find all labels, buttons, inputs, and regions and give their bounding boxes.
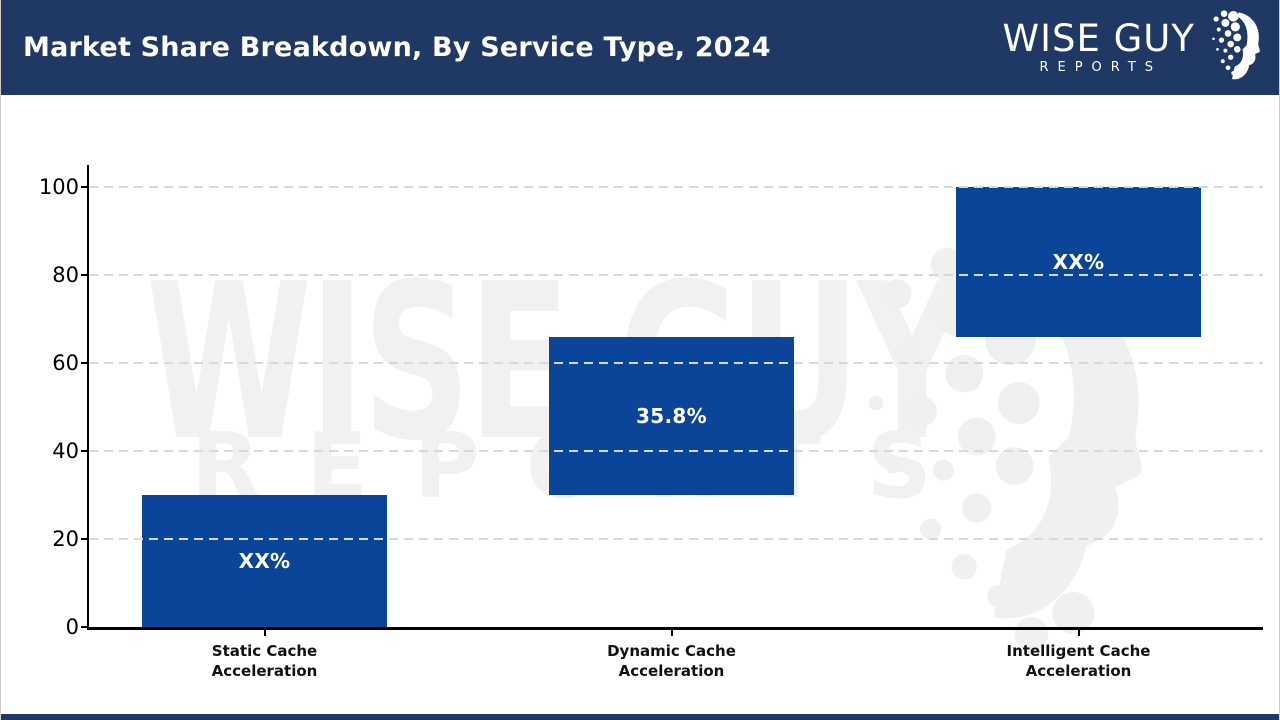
gridline-40: [89, 450, 1263, 452]
y-tick-80: [81, 274, 87, 276]
x-category-label-line: Acceleration: [618, 662, 725, 680]
y-tick-label-100: 100: [38, 175, 79, 199]
logo-wordmark: WISE GUY: [1002, 17, 1195, 60]
bar-value-label: XX%: [238, 549, 291, 573]
x-category-label-line: Static Cache: [211, 642, 318, 660]
x-tick-2: [670, 630, 673, 636]
logo-face-icon: [1212, 9, 1260, 79]
x-category-label-line: Intelligent Cache: [1006, 642, 1151, 660]
y-tick-label-0: 0: [65, 615, 79, 639]
logo-subtitle: REPORTS: [1039, 60, 1163, 75]
x-tick-3: [1077, 630, 1080, 636]
gridline-80: [89, 274, 1263, 276]
bar-3: XX%: [956, 187, 1201, 338]
footer-bar: [1, 714, 1279, 720]
wiseguy-logo: WISE GUY REPORTS: [1003, 8, 1279, 88]
y-tick-label-60: 60: [52, 351, 79, 375]
y-tick-0: [81, 626, 87, 628]
y-axis-line: [87, 165, 89, 630]
x-category-label-line: Acceleration: [1025, 662, 1132, 680]
bar-1: XX%: [142, 495, 387, 627]
y-tick-40: [81, 450, 87, 452]
x-category-label: Intelligent Cache Acceleration: [929, 641, 1229, 681]
bar-value-label: XX%: [1052, 250, 1105, 275]
y-tick-100: [81, 186, 87, 188]
x-category-label-line: Dynamic Cache: [607, 642, 736, 660]
gridline-100: [89, 186, 1263, 188]
gridline-60: [89, 362, 1263, 364]
header-bar: Market Share Breakdown, By Service Type,…: [1, 0, 1279, 95]
plot-area: 0 20 40 60 80 100 XX% Static Cache Acceleration 3…: [1, 95, 1279, 714]
x-axis-line: [87, 627, 1263, 630]
chart-title: Market Share Breakdown, By Service Type,…: [23, 32, 771, 63]
x-category-label-line: Acceleration: [211, 662, 318, 680]
x-category-label: Dynamic Cache Acceleration: [522, 641, 822, 681]
y-tick-60: [81, 362, 87, 364]
x-category-label: Static Cache Acceleration: [115, 641, 415, 681]
y-tick-label-40: 40: [52, 439, 79, 463]
wiseguy-logo-text: WISE GUY REPORTS: [1003, 20, 1195, 75]
y-tick-label-80: 80: [52, 263, 79, 287]
y-tick-label-20: 20: [52, 527, 79, 551]
y-tick-20: [81, 538, 87, 540]
bar-value-label: 35.8%: [636, 404, 707, 429]
gridline-20: [89, 538, 1263, 540]
x-tick-1: [263, 630, 266, 636]
